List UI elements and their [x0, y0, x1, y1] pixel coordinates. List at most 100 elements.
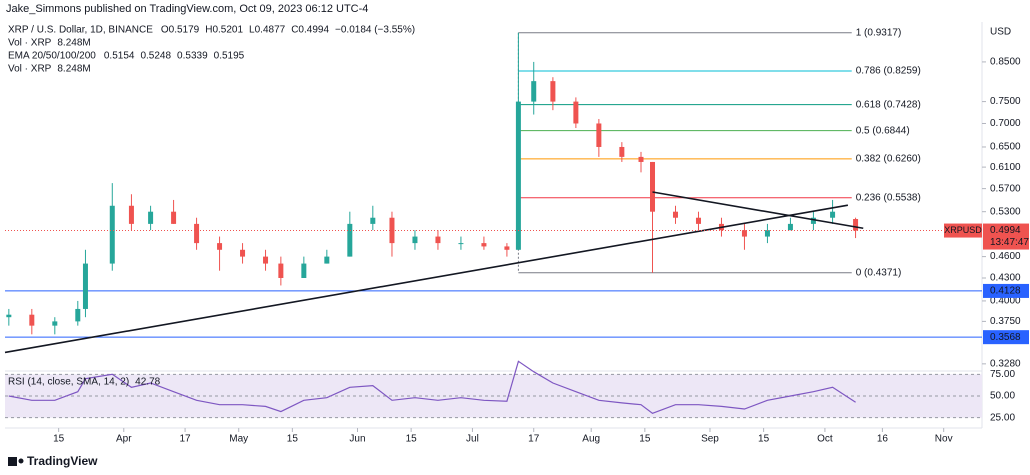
brand-logo: [8, 457, 24, 466]
price-tag-label: 0.4128: [990, 286, 1021, 297]
candle-body: [82, 263, 88, 309]
y-tick-label: 0.8500: [990, 57, 1021, 68]
x-tick-label: 15: [639, 434, 651, 445]
legend-text: C0.4994: [291, 25, 329, 36]
rsi-line: [8, 360, 856, 414]
y-tick-label: 0.4300: [990, 273, 1021, 284]
y-tick-label: 0.6500: [990, 142, 1021, 153]
x-tick-label: May: [229, 434, 248, 445]
x-tick-label: 16: [877, 434, 889, 445]
x-tick-label: Nov: [935, 434, 953, 445]
candle-body: [6, 314, 12, 318]
legend-text: 0.5339: [177, 51, 208, 62]
candle-body: [741, 230, 747, 237]
candle-body: [596, 123, 602, 147]
fib-label: 0.786 (0.8259): [856, 66, 921, 77]
ticker-tag: [944, 223, 982, 238]
legend-text: L0.4877: [249, 25, 286, 36]
countdown-label: 13:47:47: [990, 237, 1029, 248]
candle-body: [324, 256, 330, 264]
legend-text: Vol · XRP: [8, 38, 52, 49]
trendline: [4, 204, 849, 354]
candle-body: [787, 223, 793, 231]
y-tick-label: 0.5700: [990, 183, 1021, 194]
candle-body: [531, 81, 537, 102]
y-tick-label: 0.7000: [990, 118, 1021, 129]
candle-body: [619, 146, 625, 157]
candle-body: [301, 263, 307, 278]
rsi-title: RSI (14, close, SMA, 14, 2): [8, 377, 129, 388]
price-tag-label: 0.3568: [990, 332, 1021, 343]
candle-body: [638, 156, 644, 162]
y-tick-label: 0.6100: [990, 162, 1021, 173]
price-tag: [983, 283, 1029, 298]
x-tick-label: 15: [406, 434, 418, 445]
x-tick-label: Sep: [701, 434, 719, 445]
brand: TradingView: [27, 454, 98, 468]
candle-body: [830, 211, 836, 218]
candle-body: [148, 211, 154, 224]
candle-body: [458, 243, 464, 245]
candle-body: [217, 243, 223, 250]
price-tag: [983, 330, 1029, 345]
candle-body: [52, 321, 58, 326]
legend-text: H0.5201: [205, 25, 243, 36]
candle-body: [435, 236, 441, 244]
x-tick-label: Apr: [116, 434, 132, 445]
candle-body: [515, 101, 521, 250]
candle-body: [550, 81, 556, 102]
legend-text: 0.5154: [104, 51, 135, 62]
fib-label: 0.236 (0.5538): [856, 192, 921, 203]
candle-body: [853, 219, 859, 231]
legend-text: 0.5195: [214, 51, 245, 62]
ticker-label: XRPUSD: [944, 225, 982, 235]
candle-body: [650, 161, 656, 212]
candle-body: [481, 243, 487, 247]
x-tick-label: 15: [53, 434, 65, 445]
last-price-tag: [983, 223, 1029, 250]
fib-label: 0.5 (0.6844): [856, 125, 910, 136]
rsi-value: 42.78: [135, 377, 160, 388]
fib-label: 1 (0.9317): [856, 27, 902, 38]
x-tick-label: Oct: [817, 434, 833, 445]
candle-body: [278, 263, 284, 278]
legend-text: O0.5179: [161, 25, 200, 36]
candle-body: [389, 217, 395, 244]
y-tick-label: 0.5300: [990, 206, 1021, 217]
x-tick-label: Aug: [582, 434, 600, 445]
publisher-header: Jake_Simmons published on TradingView.co…: [6, 3, 368, 15]
candle-body: [171, 211, 177, 224]
last-price-label: 0.4994: [990, 225, 1021, 236]
legend-text: 8.248M: [57, 64, 90, 75]
legend-text: 8.248M: [57, 38, 90, 49]
trendline: [652, 191, 864, 230]
y-tick-label: 0.4600: [990, 251, 1021, 262]
y-tick-label: 0.3750: [990, 316, 1021, 327]
currency-label: USD: [990, 27, 1011, 38]
candle-body: [263, 256, 269, 264]
candle-body: [194, 223, 200, 244]
candle-body: [412, 236, 418, 244]
y-tick-label: 0.4000: [990, 296, 1021, 307]
x-tick-label: 15: [287, 434, 299, 445]
candle-body: [29, 314, 35, 326]
candle-body: [240, 249, 246, 257]
legend-text: 0.5248: [140, 51, 171, 62]
candle-body: [370, 217, 376, 224]
candle-body: [128, 205, 134, 224]
candle-body: [695, 217, 701, 224]
legend-text: Vol · XRP: [8, 64, 52, 75]
rsi-tick-label: 25.00: [990, 412, 1015, 423]
candle-body: [75, 308, 81, 322]
x-tick-label: 17: [180, 434, 192, 445]
fib-label: 0.618 (0.7428): [856, 99, 921, 110]
rsi-tick-label: 75.00: [990, 369, 1015, 380]
x-tick-label: Jul: [466, 434, 479, 445]
candle-body: [504, 246, 510, 250]
fib-label: 0 (0.4371): [856, 267, 902, 278]
x-tick-label: 15: [758, 434, 770, 445]
candle-body: [573, 101, 579, 124]
y-tick-label: 0.7500: [990, 96, 1021, 107]
